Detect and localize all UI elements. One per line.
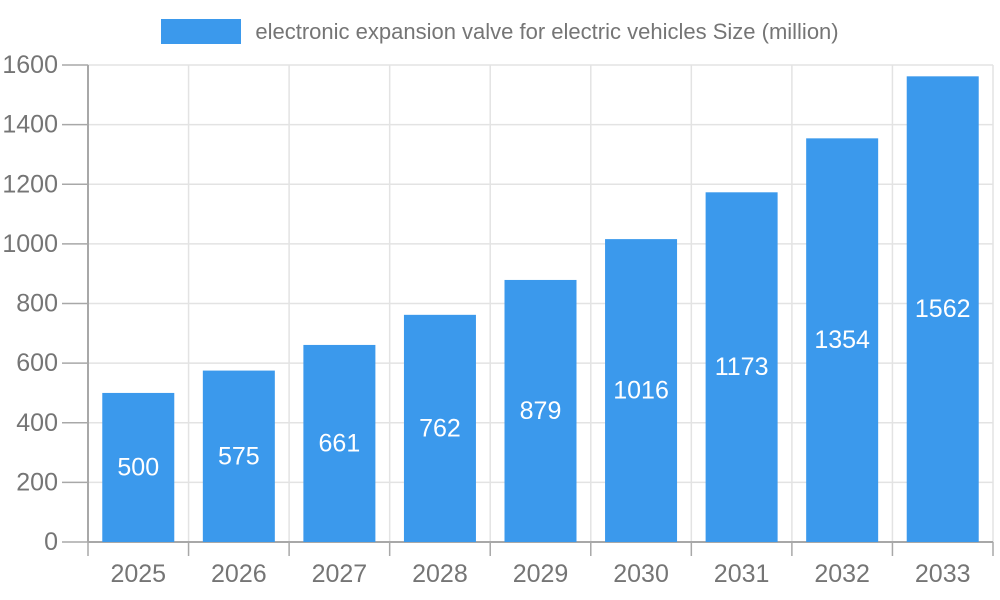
- bar-2030: [605, 239, 678, 543]
- y-tick-label: 800: [16, 290, 58, 318]
- x-tick-label-2026: 2026: [211, 560, 267, 588]
- y-tick-label: 600: [16, 349, 58, 377]
- bar-2026: [202, 370, 275, 542]
- bar-value-label-2032: 1354: [814, 326, 870, 354]
- bar-value-label-2026: 575: [218, 442, 260, 470]
- bar-value-label-2029: 879: [520, 397, 562, 425]
- bar-2029: [504, 279, 577, 542]
- x-tick-label-2028: 2028: [412, 560, 468, 588]
- y-tick-label: 1000: [2, 230, 58, 258]
- bar-2032: [806, 138, 879, 542]
- bar-value-label-2030: 1016: [613, 377, 669, 405]
- legend-label: electronic expansion valve for electric …: [255, 18, 839, 44]
- bar-2028: [403, 314, 476, 542]
- bar-value-label-2025: 500: [117, 453, 159, 481]
- bar-value-label-2031: 1173: [715, 353, 769, 381]
- legend: electronic expansion valve for electric …: [0, 17, 1000, 45]
- bar-value-label-2033: 1562: [915, 295, 971, 323]
- x-tick-label-2025: 2025: [110, 560, 166, 588]
- y-tick-label: 1200: [2, 170, 58, 198]
- bar-2025: [102, 392, 175, 542]
- y-tick-label: 0: [44, 528, 58, 556]
- x-tick-label-2029: 2029: [513, 560, 569, 588]
- x-tick-label-2032: 2032: [814, 560, 870, 588]
- bar-2031: [705, 192, 778, 542]
- y-tick-label: 1600: [2, 51, 58, 79]
- y-tick-label: 200: [16, 468, 58, 496]
- x-tick-label-2027: 2027: [312, 560, 368, 588]
- bar-2033: [906, 76, 979, 543]
- x-tick-label-2030: 2030: [613, 560, 669, 588]
- bar-value-label-2027: 661: [319, 429, 361, 457]
- x-tick-label-2031: 2031: [714, 560, 770, 588]
- y-tick-label: 1400: [2, 111, 58, 139]
- bar-2027: [303, 344, 376, 542]
- legend-swatch: [161, 18, 242, 44]
- x-tick-label-2033: 2033: [915, 560, 971, 588]
- bar-value-label-2028: 762: [419, 414, 461, 442]
- y-tick-label: 400: [16, 409, 58, 437]
